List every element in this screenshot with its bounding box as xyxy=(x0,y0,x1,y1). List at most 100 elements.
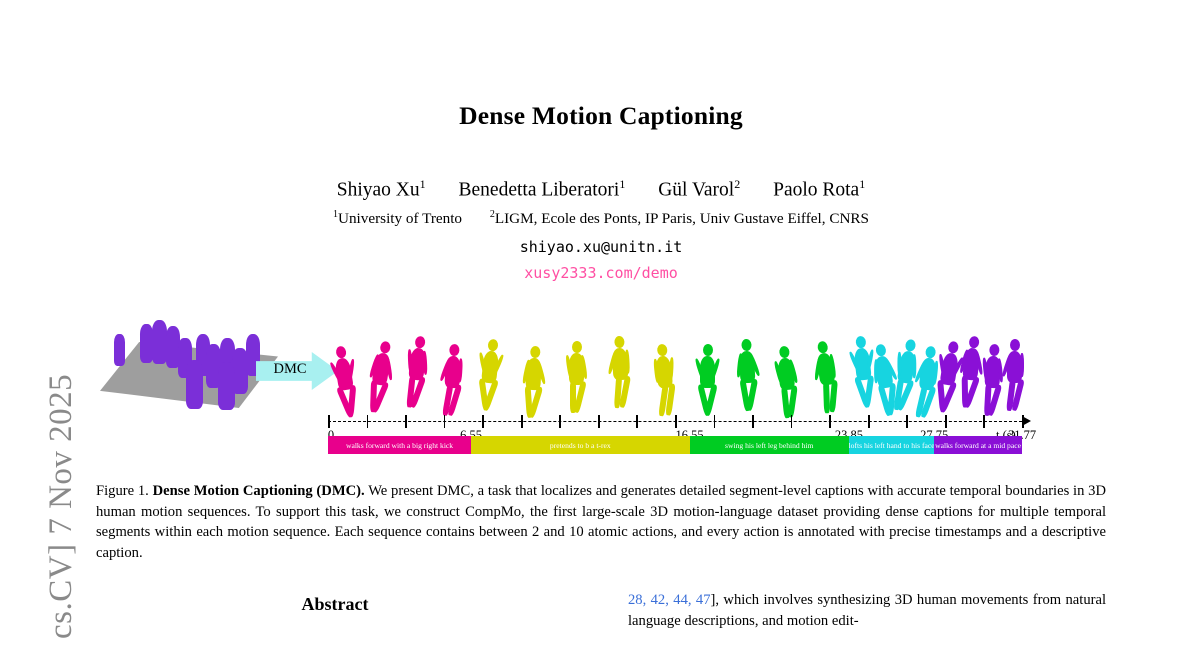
figure-caption: Figure 1. Dense Motion Captioning (DMC).… xyxy=(96,481,1106,564)
segment-caption-bar[interactable]: walks forward at a mid pace xyxy=(934,436,1022,454)
author-name: Paolo Rota xyxy=(773,179,860,201)
author-affil-marker: 1 xyxy=(859,177,866,191)
segment-caption-bar[interactable]: swing his left leg behind him xyxy=(689,436,849,454)
axis-tick-label: 0 xyxy=(327,428,335,442)
motion-pose xyxy=(329,345,360,419)
axis-tick xyxy=(983,415,986,428)
author-affil-marker: 2 xyxy=(734,177,741,191)
left-column: Abstract xyxy=(96,590,574,648)
pose-head xyxy=(448,343,460,356)
axis-arrowhead-icon xyxy=(1022,416,1031,426)
pose-head xyxy=(656,343,668,357)
motion-pose xyxy=(402,335,430,409)
motion-pose xyxy=(365,340,396,414)
pose-armR xyxy=(624,349,631,374)
pose-head xyxy=(379,340,392,355)
author-entry: Shiyao Xu1 xyxy=(337,177,426,202)
right-column: 28, 42, 44, 47], which involves synthesi… xyxy=(628,590,1106,648)
motion-pose xyxy=(650,343,678,417)
pose-head xyxy=(817,340,829,355)
axis-tick xyxy=(713,415,716,428)
human-mesh xyxy=(152,320,167,364)
author-name: Shiyao Xu xyxy=(336,179,420,201)
human-mesh xyxy=(114,334,125,366)
axis-tick xyxy=(636,415,639,428)
pose-head xyxy=(487,338,499,352)
pose-head xyxy=(740,338,752,351)
demo-url-link[interactable]: xusy2333.com/demo xyxy=(524,263,678,282)
page-title: Dense Motion Captioning xyxy=(459,101,743,130)
pose-head xyxy=(572,341,583,354)
pose-legR xyxy=(863,375,875,408)
pose-armL xyxy=(874,358,879,383)
figure-number: Figure 1. xyxy=(96,483,149,499)
motion-pose xyxy=(811,340,842,414)
pose-armR xyxy=(668,356,674,381)
author-entry: Gül Varol2 xyxy=(658,177,740,202)
pose-head xyxy=(924,345,936,359)
segment-caption-bar[interactable]: pretends to b a t-rex xyxy=(471,436,690,454)
human-mesh xyxy=(166,326,181,368)
affiliation-entry: 2LIGM, Ecole des Ponts, IP Paris, Univ G… xyxy=(490,209,869,228)
pose-legR xyxy=(829,380,839,413)
axis-tick xyxy=(520,415,523,428)
pose-head xyxy=(335,345,348,360)
motion-pose xyxy=(980,343,1004,416)
author-entry: Benedetta Liberatori1 xyxy=(459,177,626,202)
axis-tick xyxy=(443,415,446,428)
motion-pose xyxy=(438,343,464,416)
author-entry: Paolo Rota1 xyxy=(773,177,865,202)
figure-1: DMC t (s) 0 6.55 16.55 23.85 27.75 31.77 walk… xyxy=(96,300,1106,460)
motion-pose xyxy=(607,335,633,409)
motion-pose xyxy=(475,338,505,411)
author-list: Shiyao Xu1 Benedetta Liberatori1 Gül Var… xyxy=(96,177,1106,202)
axis-tick xyxy=(752,415,754,428)
axis-tick xyxy=(675,415,677,428)
axis-tick xyxy=(829,415,832,428)
pose-head xyxy=(614,335,625,349)
affiliation-text: LIGM, Ecole des Ponts, IP Paris, Univ Gu… xyxy=(494,209,870,227)
pose-armR xyxy=(1019,352,1024,377)
human-mesh xyxy=(140,324,154,363)
axis-tick xyxy=(597,415,600,428)
axis-tick xyxy=(906,415,909,428)
pose-armR xyxy=(457,357,463,383)
pose-head xyxy=(702,343,713,356)
right-column-text: ], which involves synthesizing 3D human … xyxy=(628,592,1107,630)
author-affil-marker: 1 xyxy=(419,177,426,191)
paper-page: Dense Motion Captioning Shiyao Xu1 Bened… xyxy=(96,0,1106,648)
motion-pose xyxy=(694,343,721,416)
pose-head xyxy=(905,338,917,352)
axis-tick xyxy=(790,415,793,428)
pose-head xyxy=(529,345,541,359)
contact-email: shiyao.xu@unitn.it xyxy=(519,237,683,256)
dmc-arrow-icon: DMC xyxy=(256,352,338,390)
segment-caption-bar[interactable]: walks forward with a big right kick xyxy=(328,436,472,454)
affiliation-marker: 1 xyxy=(332,208,338,220)
affiliation-marker: 2 xyxy=(489,208,495,220)
motion-pose xyxy=(773,345,800,419)
citation-links[interactable]: 28, 42, 44, 47 xyxy=(628,592,711,608)
motion-pose xyxy=(565,341,589,414)
affiliation-text: University of Trento xyxy=(337,209,463,227)
human-mesh xyxy=(206,344,221,388)
axis-tick xyxy=(559,415,562,428)
figure-caption-body: We present DMC, a task that localizes an… xyxy=(96,483,1107,562)
author-name: Gül Varol xyxy=(658,179,735,201)
author-affil-marker: 1 xyxy=(619,177,626,191)
axis-tick xyxy=(405,415,407,428)
input-motion-scene xyxy=(100,304,290,414)
human-mesh xyxy=(218,362,235,411)
body-columns: Abstract 28, 42, 44, 47], which involves… xyxy=(96,590,1107,648)
human-mesh xyxy=(232,348,248,395)
segment-caption-bar[interactable]: lofts his left hand to his face xyxy=(848,436,935,454)
author-name: Benedetta Liberatori xyxy=(458,179,620,201)
pose-legL xyxy=(570,381,577,414)
figure-caption-title: Dense Motion Captioning (DMC). xyxy=(152,483,365,499)
axis-tick xyxy=(482,415,485,428)
motion-pose xyxy=(521,345,546,419)
pose-head xyxy=(779,345,791,359)
axis-tick xyxy=(944,415,947,428)
motion-pose xyxy=(735,338,761,411)
pose-armR xyxy=(422,350,428,375)
